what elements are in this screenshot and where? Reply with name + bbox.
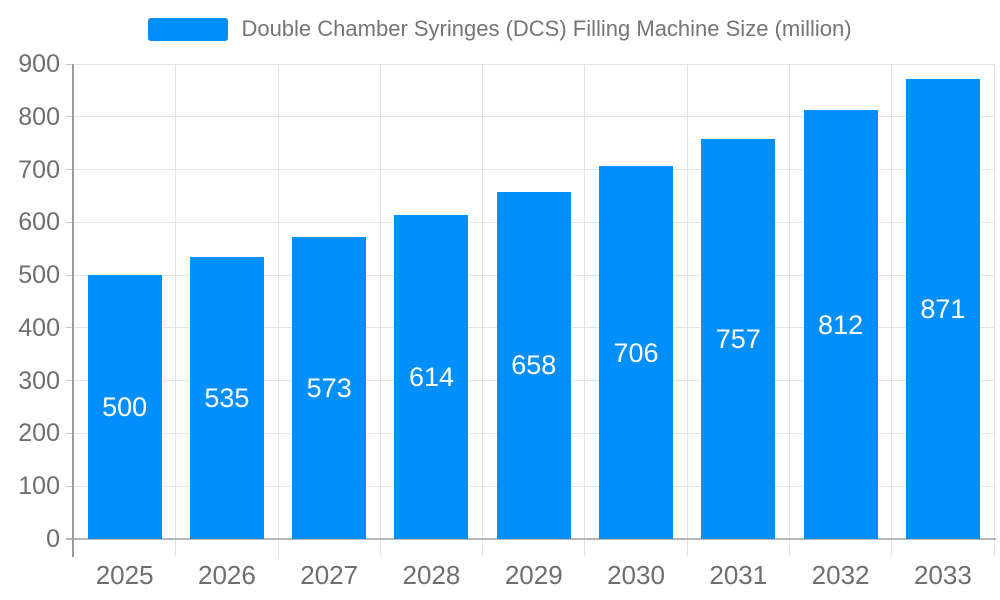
- y-axis-label: 0: [46, 525, 60, 553]
- bar-value-label: 500: [102, 392, 148, 423]
- x-axis-label: 2029: [504, 560, 563, 590]
- x-axis-tick: [482, 539, 484, 557]
- bar-2027[interactable]: [292, 236, 367, 539]
- x-axis-label: 2025: [95, 560, 154, 590]
- x-axis-tick: [993, 539, 995, 557]
- y-axis-label: 100: [18, 472, 60, 501]
- x-axis-label: 2027: [300, 560, 359, 590]
- x-axis-label: 2030: [607, 560, 665, 590]
- bar-2031[interactable]: [701, 139, 776, 539]
- y-axis-tick: [66, 274, 74, 276]
- x-gridline: [686, 64, 688, 539]
- x-axis-tick: [788, 539, 790, 557]
- y-gridline: [73, 169, 994, 171]
- x-axis-tick: [686, 539, 688, 557]
- y-axis-label: 700: [18, 155, 60, 184]
- y-gridline: [73, 116, 994, 118]
- bar-2032[interactable]: [803, 110, 878, 539]
- x-axis-label: 2033: [913, 560, 972, 590]
- bar-value-label: 573: [306, 372, 352, 403]
- x-axis-label: 2031: [709, 560, 768, 590]
- bar-value-label: 871: [920, 294, 966, 325]
- x-gridline: [277, 64, 279, 539]
- y-axis-tick: [66, 221, 74, 223]
- y-axis-tick: [66, 169, 74, 171]
- bar-value-label: 535: [204, 382, 250, 413]
- x-axis-line: [66, 538, 996, 540]
- bar-2030[interactable]: [599, 166, 674, 539]
- y-axis-label: 900: [18, 50, 60, 78]
- bar-value-label: 658: [511, 350, 557, 381]
- x-axis-tick: [379, 539, 381, 557]
- bar-2025[interactable]: [87, 275, 162, 539]
- bar-value-label: 812: [818, 309, 864, 340]
- x-gridline: [482, 64, 484, 539]
- bar-2026[interactable]: [189, 256, 264, 539]
- bar-value-label: 757: [715, 324, 761, 355]
- x-gridline: [584, 64, 586, 539]
- x-axis-label: 2032: [811, 560, 870, 590]
- y-axis-line: [72, 64, 74, 557]
- bar-value-label: 614: [408, 361, 454, 392]
- x-gridline: [891, 64, 893, 539]
- y-axis-tick: [66, 485, 74, 487]
- x-axis-tick: [175, 539, 177, 557]
- y-gridline: [73, 63, 994, 65]
- y-axis-label: 600: [18, 208, 60, 237]
- legend-item[interactable]: Double Chamber Syringes (DCS) Filling Ma…: [0, 16, 1000, 42]
- y-axis-tick: [66, 380, 74, 382]
- x-axis-label: 2026: [197, 560, 256, 590]
- y-axis-tick: [66, 116, 74, 118]
- x-axis-tick: [891, 539, 893, 557]
- x-gridline: [175, 64, 177, 539]
- y-axis-label: 800: [18, 102, 60, 131]
- x-axis-tick: [277, 539, 279, 557]
- x-axis-tick: [584, 539, 586, 557]
- x-gridline: [788, 64, 790, 539]
- y-axis-label: 200: [18, 419, 60, 448]
- y-axis-label: 500: [18, 261, 60, 290]
- x-axis-label: 2028: [402, 560, 461, 590]
- y-axis-tick: [66, 327, 74, 329]
- legend-marker-swatch: [148, 17, 229, 41]
- y-axis-tick: [66, 63, 74, 65]
- x-gridline: [993, 64, 995, 539]
- y-axis-label: 400: [18, 313, 60, 342]
- legend-series-label: Double Chamber Syringes (DCS) Filling Ma…: [241, 16, 852, 41]
- y-axis-label: 300: [18, 366, 60, 395]
- bar-2029[interactable]: [496, 191, 571, 539]
- bar-2028[interactable]: [394, 214, 469, 539]
- y-axis-tick: [66, 432, 74, 434]
- bar-value-label: 706: [613, 337, 659, 368]
- x-gridline: [379, 64, 381, 539]
- bar-2033[interactable]: [905, 79, 980, 539]
